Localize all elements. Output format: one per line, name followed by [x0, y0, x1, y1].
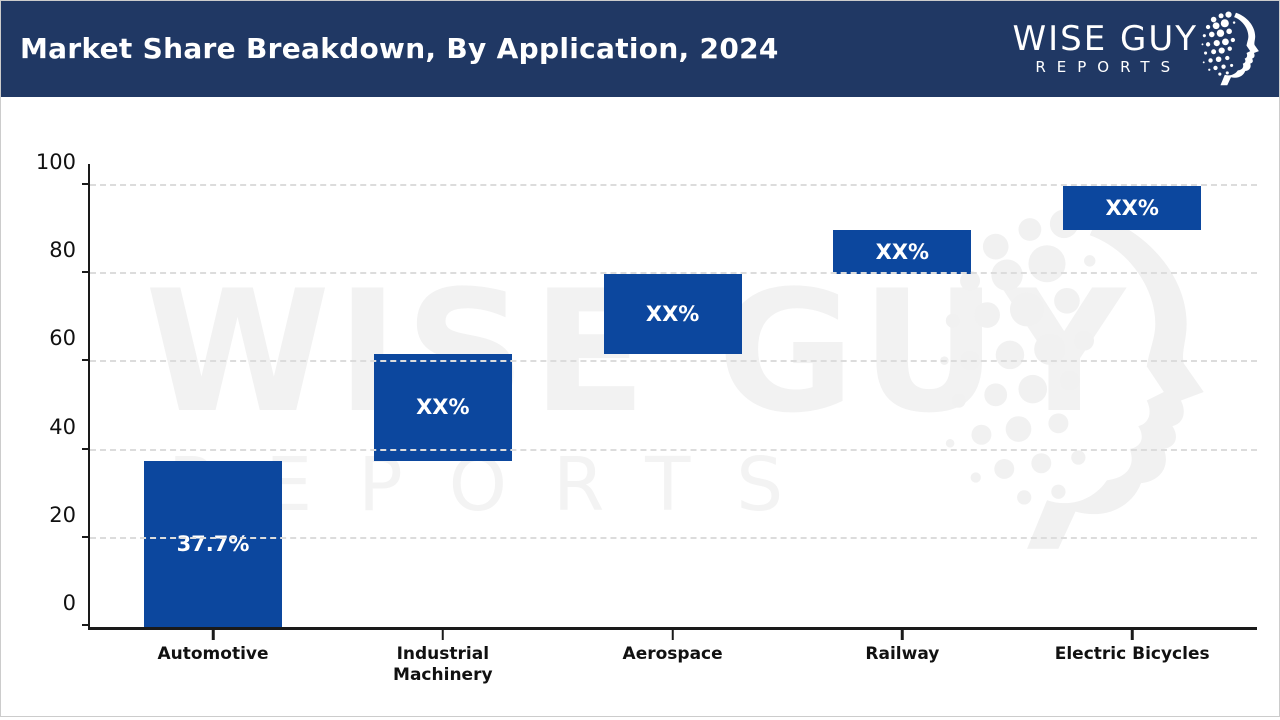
header: Market Share Breakdown, By Application, …: [0, 0, 1280, 97]
y-tick-label-40: 40: [49, 414, 76, 439]
x-category-label-railway: Railway: [865, 644, 940, 664]
gridline-20: [90, 536, 1257, 539]
y-tick-60: [82, 359, 90, 362]
y-tick-80: [82, 271, 90, 274]
face-profile-icon: [1200, 8, 1262, 90]
bar-electric-bicycles: XX%: [1063, 186, 1202, 231]
gridline-100: [90, 184, 1257, 187]
x-tick-aerospace: [671, 630, 674, 640]
bar-value-label-electric-bicycles: XX%: [1105, 196, 1159, 221]
x-category-label-electric-bicycles: Electric Bicycles: [1054, 644, 1210, 664]
x-tick-railway: [901, 630, 904, 640]
bar-industrial-machinery: XX%: [373, 353, 512, 461]
y-tick-label-100: 100: [35, 150, 76, 175]
y-tick-0: [82, 624, 90, 626]
page-title: Market Share Breakdown, By Application, …: [20, 32, 779, 65]
bar-value-label-railway: XX%: [875, 240, 930, 265]
wiseguy-logo: WISE GUY REPORTS: [1012, 8, 1262, 90]
y-tick-label-20: 20: [49, 502, 76, 527]
x-category-label-industrial-machinery: Industrial Machinery: [393, 644, 493, 686]
y-tick-label-60: 60: [49, 326, 76, 351]
waterfall-chart: 0 20 40 60 80 100 37.7% Automotive XX% Industrial…: [36, 150, 1257, 685]
x-category-label-aerospace: Aerospace: [622, 644, 723, 664]
bar-value-label-industrial-machinery: XX%: [416, 395, 470, 420]
bar-value-label-automotive: 37.7%: [176, 531, 250, 556]
x-category-label-automotive: Automotive: [157, 644, 269, 664]
x-tick-industrial-machinery: [441, 630, 445, 640]
bar-railway: XX%: [833, 230, 972, 275]
y-tick-40: [82, 447, 90, 450]
x-tick-electric-bicycles: [1130, 630, 1134, 640]
y-tick-100: [82, 183, 90, 186]
gridline-60: [90, 360, 1257, 363]
y-tick-label-0: 0: [62, 591, 76, 615]
logo-text: WISE GUY REPORTS: [1012, 22, 1198, 75]
y-tick-20: [82, 535, 90, 538]
y-tick-label-80: 80: [49, 238, 76, 263]
x-tick-automotive: [211, 630, 215, 640]
bar-value-label-aerospace: XX%: [645, 301, 700, 326]
gridline-40: [90, 448, 1257, 451]
gridline-80: [90, 272, 1257, 275]
logo-wordmark: WISE GUY: [1012, 19, 1198, 59]
bar-aerospace: XX%: [603, 274, 742, 354]
logo-subtext: REPORTS: [1035, 58, 1182, 76]
bar-automotive: 37.7%: [144, 460, 282, 627]
